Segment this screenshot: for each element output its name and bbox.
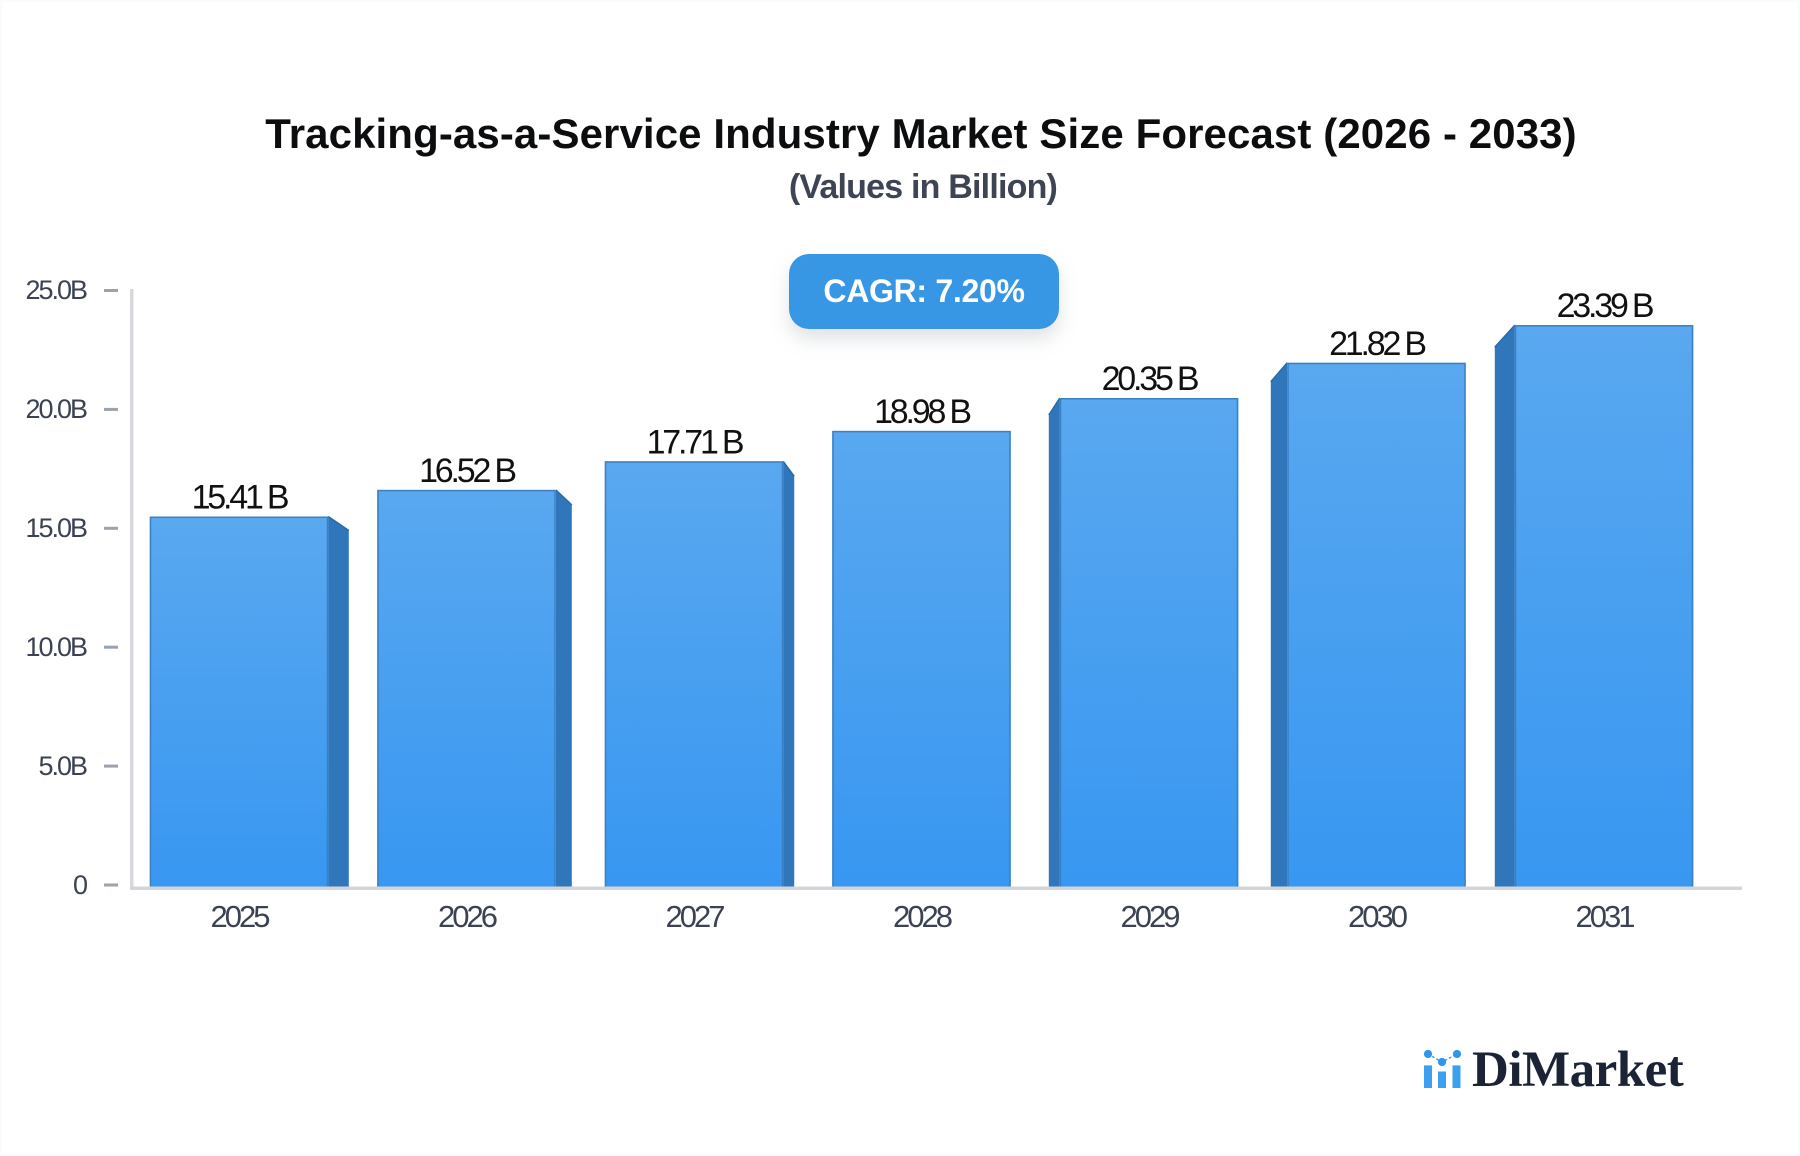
- svg-text:(Values in Billion): (Values in Billion): [789, 168, 1057, 206]
- svg-text:16.52 B: 16.52 B: [419, 452, 515, 490]
- svg-text:2027: 2027: [666, 899, 725, 934]
- svg-text:2025: 2025: [211, 899, 270, 934]
- svg-text:23.39 B: 23.39 B: [1557, 287, 1653, 325]
- svg-text:2030: 2030: [1348, 899, 1408, 934]
- svg-text:17.71 B: 17.71 B: [647, 423, 743, 461]
- svg-text:20.35 B: 20.35 B: [1102, 360, 1198, 398]
- svg-text:2031: 2031: [1576, 899, 1635, 934]
- svg-text:10.0B: 10.0B: [25, 632, 87, 662]
- svg-text:20.0B: 20.0B: [25, 394, 87, 424]
- svg-text:Tracking-as-a-Service Industry: Tracking-as-a-Service Industry Market Si…: [265, 110, 1576, 157]
- svg-text:0: 0: [73, 870, 87, 900]
- svg-text:2026: 2026: [438, 899, 497, 934]
- svg-text:2028: 2028: [893, 899, 952, 934]
- svg-text:15.41 B: 15.41 B: [192, 479, 288, 517]
- svg-text:CAGR: 7.20%: CAGR: 7.20%: [823, 273, 1024, 309]
- svg-text:25.0B: 25.0B: [25, 275, 87, 305]
- svg-text:DiMarket: DiMarket: [1472, 1042, 1684, 1098]
- svg-text:15.0B: 15.0B: [25, 513, 87, 543]
- svg-text:2029: 2029: [1121, 899, 1180, 934]
- svg-text:5.0B: 5.0B: [38, 751, 87, 781]
- svg-text:18.98 B: 18.98 B: [874, 393, 970, 431]
- svg-text:21.82 B: 21.82 B: [1329, 325, 1425, 363]
